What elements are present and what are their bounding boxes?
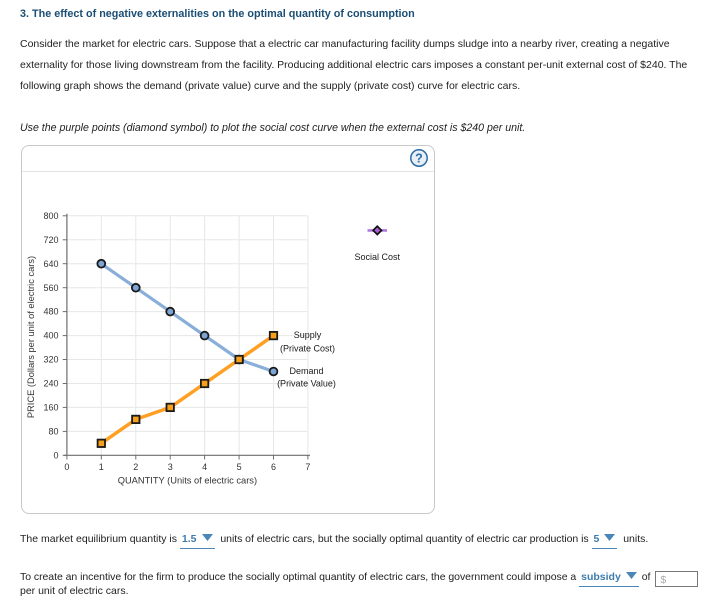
svg-text:240: 240 [43,379,58,389]
svg-text:720: 720 [43,235,58,245]
svg-text:PRICE (Dollars per unit of ele: PRICE (Dollars per unit of electric cars… [26,256,36,418]
svg-text:4: 4 [202,462,207,472]
svg-text:5: 5 [237,462,242,472]
svg-text:Social Cost: Social Cost [355,252,401,262]
svg-text:Demand: Demand [289,366,323,376]
svg-text:1: 1 [99,462,104,472]
svg-text:?: ? [415,152,423,166]
svg-text:160: 160 [43,403,58,413]
svg-text:0: 0 [64,462,69,472]
svg-text:7: 7 [305,462,310,472]
svg-text:2: 2 [133,462,138,472]
svg-text:6: 6 [271,462,276,472]
svg-text:400: 400 [43,331,58,341]
svg-text:(Private Cost): (Private Cost) [280,344,335,354]
svg-text:320: 320 [43,355,58,365]
svg-text:QUANTITY (Units of electric ca: QUANTITY (Units of electric cars) [118,475,257,485]
svg-text:80: 80 [48,427,58,437]
svg-text:3: 3 [168,462,173,472]
svg-text:640: 640 [43,259,58,269]
svg-text:480: 480 [43,307,58,317]
svg-text:560: 560 [43,283,58,293]
svg-text:0: 0 [53,450,58,460]
svg-text:(Private Value): (Private Value) [277,379,336,389]
svg-text:Supply: Supply [294,330,322,340]
svg-text:800: 800 [43,211,58,221]
